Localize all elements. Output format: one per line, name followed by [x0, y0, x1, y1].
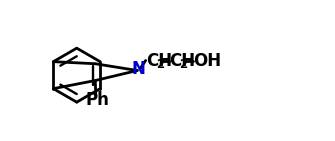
Text: 2: 2	[156, 58, 164, 71]
Text: 2: 2	[179, 58, 188, 71]
Text: CH: CH	[170, 52, 196, 70]
Text: CH: CH	[146, 52, 172, 70]
Text: OH: OH	[193, 52, 221, 70]
Text: Ph: Ph	[85, 91, 109, 109]
Text: N: N	[132, 60, 146, 78]
